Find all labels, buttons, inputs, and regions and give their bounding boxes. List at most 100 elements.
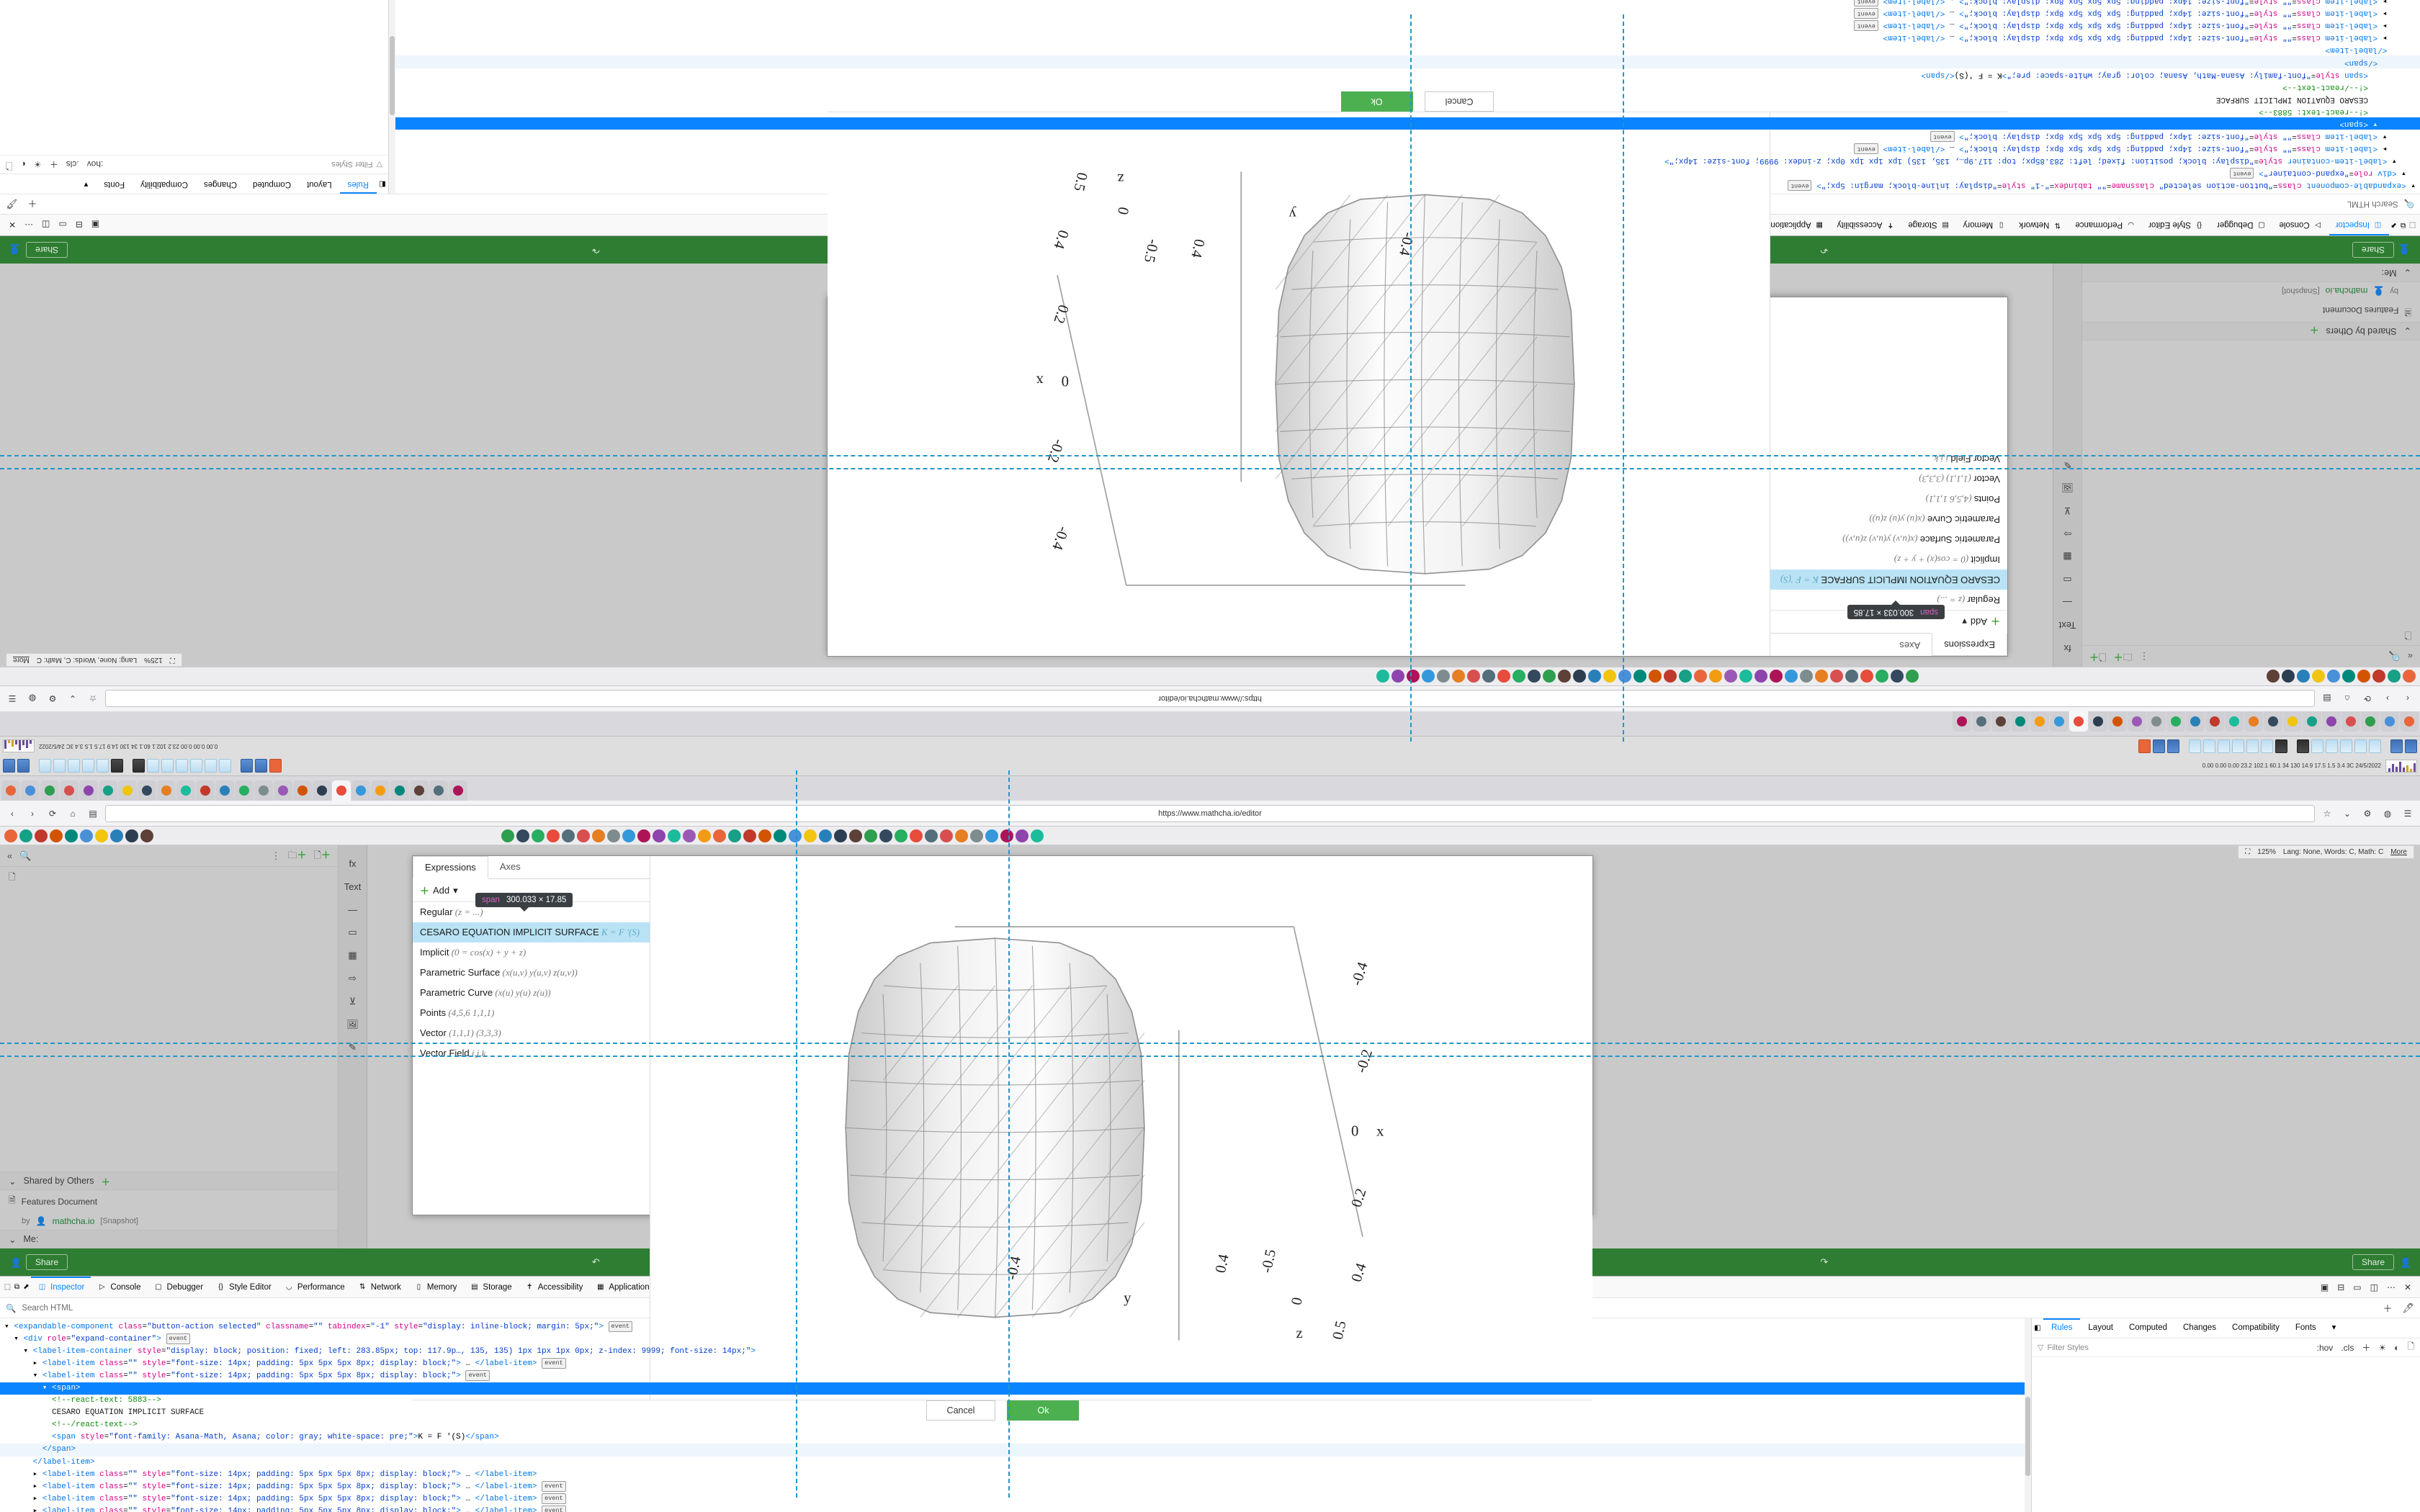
markup-line[interactable]: ▾ <span> [0, 1382, 2031, 1395]
expression-item[interactable]: Parametric Curve (x(u) y(u) z(u)) [1770, 509, 2007, 529]
devtools-tab-network[interactable]: ⇅ Network [351, 1277, 408, 1297]
browser-tab[interactable] [2380, 711, 2399, 732]
shared-document-row[interactable]: 🗎 Features Document [0, 1190, 338, 1212]
browser-tab[interactable] [60, 780, 79, 801]
add-node-icon[interactable]: ＋ [2383, 1303, 2393, 1314]
bookmark-favicon[interactable] [774, 829, 786, 842]
browser-tab[interactable] [2147, 711, 2166, 732]
bookmark-favicon[interactable] [1437, 670, 1450, 683]
status-zoom-chip[interactable]: ⛶ 125% Lang: None, Words: C, Math: C Mor… [6, 653, 182, 667]
bookmark-favicon[interactable] [2388, 670, 2401, 683]
bookmark-favicon[interactable] [1876, 670, 1888, 683]
browser-tab[interactable] [2322, 711, 2341, 732]
markup-scrollbar[interactable] [389, 0, 395, 194]
browser-tab[interactable] [2030, 711, 2049, 732]
plot-3d-view[interactable]: -0.4 -0.2 0 x 0.2 0.4 -0.4 0.4 y -0.5 0 0.5 z [828, 112, 1770, 656]
chevron-down-icon[interactable]: ▾ [84, 180, 89, 189]
library-icon[interactable]: ▤ [2323, 693, 2331, 704]
file-sidebar-toolbar[interactable]: « 🔍 ⋮ 🗀＋ 🗋＋ [0, 845, 338, 867]
bookmark-favicon[interactable] [1679, 670, 1692, 683]
app-menu-icon[interactable]: ☰ [2403, 808, 2412, 819]
browser-tab[interactable] [390, 780, 409, 801]
sidebar-tab-compatibility[interactable]: Compatibility [140, 180, 188, 189]
dark-scheme-icon[interactable]: ◐ [20, 159, 26, 170]
markup-line[interactable]: ▸ <label-item class="" style="font-size:… [0, 1358, 2031, 1370]
bookmark-favicon[interactable] [1467, 670, 1480, 683]
bookmark-favicon[interactable] [2372, 670, 2385, 683]
shared-document-row[interactable]: 🗎 Features Document [2082, 300, 2420, 322]
expression-item[interactable]: Points (4,5,6 1,1,1) [1770, 489, 2007, 509]
taskbar-item[interactable] [241, 759, 253, 773]
share-button-2[interactable]: Share [2352, 1254, 2394, 1270]
browser-tab[interactable] [215, 780, 234, 801]
markup-line[interactable]: CESARO EQUATION IMPLICIT SURFACE [52, 1408, 205, 1418]
browser-tab[interactable] [429, 780, 448, 801]
browser-tab[interactable] [2341, 711, 2360, 732]
bookmark-favicon[interactable] [1392, 670, 1404, 683]
taskbar-item[interactable] [2138, 739, 2151, 753]
bookmark-favicon[interactable] [1543, 670, 1556, 683]
taskbar-item[interactable] [2390, 739, 2403, 753]
taskbar-item[interactable] [205, 759, 217, 773]
section-expand-icon[interactable]: ⌄ [9, 1176, 17, 1187]
taskbar-item[interactable] [2153, 739, 2165, 753]
taskbar-item[interactable] [269, 759, 282, 773]
bookmark-favicon[interactable] [50, 829, 63, 842]
search-icon[interactable]: 🔍 [19, 850, 32, 861]
markup-line[interactable]: ▾ <label-item class="" style="font-size:… [0, 1370, 2031, 1382]
bookmark-favicon[interactable] [35, 829, 48, 842]
markup-line[interactable]: ▸ <label-item class="" style="font-size:… [389, 0, 2420, 7]
search-icon[interactable]: 🔍 [2388, 651, 2401, 662]
bookmark-favicon[interactable] [2267, 670, 2280, 683]
markup-view[interactable]: ▾ <expandable-component class="button-ac… [389, 0, 2420, 194]
browser-tab[interactable] [2089, 711, 2107, 732]
print-media-icon[interactable]: 🗋 [6, 161, 13, 171]
cancel-button[interactable]: Cancel [926, 1400, 996, 1421]
bookmark-favicon[interactable] [4, 829, 17, 842]
eyedropper-icon[interactable]: 🖊 [6, 199, 18, 210]
rules-body[interactable] [2032, 1357, 2420, 1512]
bookmark-favicon[interactable] [2282, 670, 2295, 683]
dialog-tabs[interactable]: Expressions Axes [413, 856, 650, 879]
cls-button[interactable]: .cls [2341, 1342, 2354, 1353]
browser-tab[interactable] [313, 780, 331, 801]
sidebar-tab-rules[interactable]: Rules [340, 174, 377, 194]
taskbar-item[interactable] [39, 759, 51, 773]
back-icon[interactable]: ‹ [2406, 693, 2409, 704]
extensions-icon[interactable]: ⚙ [2363, 808, 2372, 819]
browser-tab[interactable] [40, 780, 59, 801]
bookmark-favicon[interactable] [1497, 670, 1510, 683]
devtools-tab-accessibility[interactable]: ✝ Accessibility [519, 1277, 590, 1297]
bookmark-favicon[interactable] [1512, 670, 1525, 683]
pick-element-icon[interactable]: ⬚ [2408, 221, 2416, 229]
add-rule-icon[interactable]: ＋ [2362, 1343, 2371, 1353]
new-folder-icon[interactable]: 🗀＋ [2113, 652, 2133, 663]
browser-tab[interactable] [1, 780, 20, 801]
library-icon[interactable]: ▤ [89, 808, 97, 819]
bookmark-favicon[interactable] [1739, 670, 1752, 683]
bookmark-favicon[interactable] [1860, 670, 1873, 683]
taskbar-item[interactable] [82, 759, 94, 773]
markup-line[interactable]: ▾ <expandable-component class="button-ac… [389, 179, 2420, 191]
bookmark-favicon[interactable] [1482, 670, 1495, 683]
markup-line[interactable]: <!--/react-text--> [2282, 82, 2368, 91]
bookmark-favicon[interactable] [713, 829, 726, 842]
dialog-tabs[interactable]: Expressions Axes [1770, 633, 2007, 656]
split-console-icon[interactable]: ⊟ [75, 220, 83, 230]
bookmark-favicon[interactable] [516, 829, 529, 842]
browser-tab[interactable] [2303, 711, 2321, 732]
bookmark-favicon[interactable] [547, 829, 560, 842]
bookmark-star-icon[interactable]: ☆ [2323, 808, 2331, 819]
markup-line[interactable]: <!--react-text: 5883--> [2259, 107, 2368, 116]
bookmark-favicon[interactable] [955, 829, 968, 842]
sidebar-tab-changes[interactable]: Changes [2183, 1323, 2217, 1332]
bookmark-favicon[interactable] [1694, 670, 1707, 683]
browser-tab-strip[interactable] [0, 776, 2420, 801]
bookmark-favicon[interactable] [1649, 670, 1662, 683]
plot-3d-view[interactable]: -0.4 -0.2 0 x 0.2 0.4 -0.4 0.4 y -0.5 0 0.5 z [650, 856, 1592, 1400]
cursor-icon[interactable]: ⬈ [2390, 221, 2397, 229]
browser-tab[interactable] [1991, 711, 2010, 732]
taskbar-item[interactable] [190, 759, 202, 773]
bookmark-favicon[interactable] [95, 829, 108, 842]
taskbar-item[interactable] [2167, 739, 2179, 753]
